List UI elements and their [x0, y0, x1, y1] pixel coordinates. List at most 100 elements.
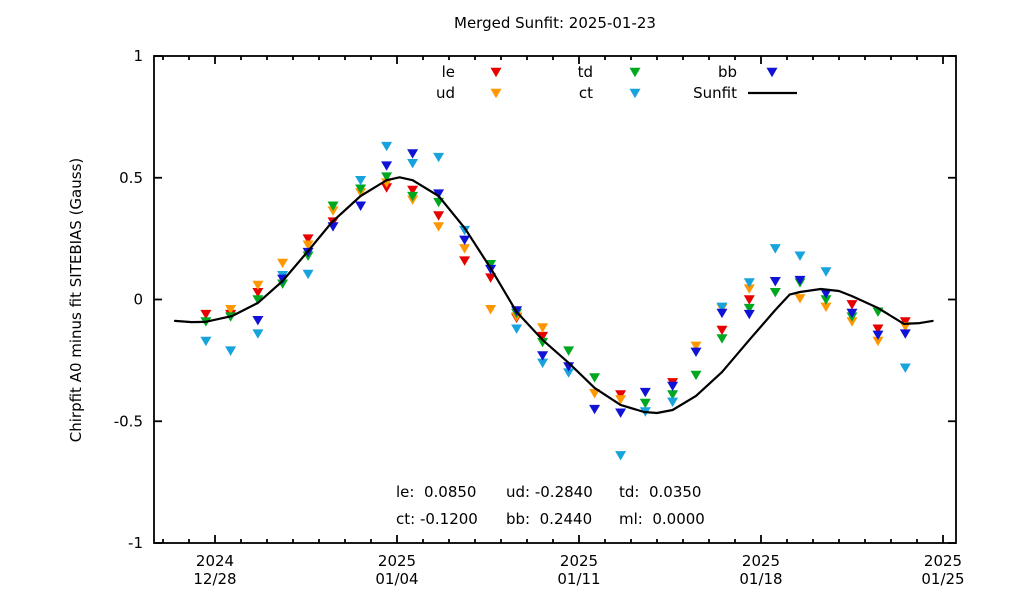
- stat-ud: ud: -0.2840: [506, 483, 593, 501]
- scatter-point-td: [716, 334, 728, 344]
- x-tick-year-label: 2025: [560, 552, 598, 570]
- stat-td: td: 0.0350: [619, 483, 702, 501]
- scatter-point-bb: [252, 315, 264, 326]
- scatter-point-le: [743, 295, 755, 305]
- scatter-point-ud: [537, 323, 549, 333]
- chart-title: Merged Sunfit: 2025-01-23: [454, 14, 656, 32]
- scatter-point-ud: [485, 305, 497, 315]
- scatter-point-td: [743, 303, 755, 314]
- scatter-point-td: [537, 337, 549, 348]
- sunfit-curve: [173, 176, 934, 415]
- scatter-point-td: [667, 390, 679, 400]
- scatter-point-ct: [252, 329, 264, 339]
- scatter-point-bb: [407, 149, 419, 159]
- scatter-point-le: [200, 309, 212, 320]
- scatter-point-bb: [690, 347, 702, 358]
- scatter-point-bb: [433, 189, 445, 199]
- scatter-point-le: [899, 317, 911, 327]
- y-tick-label: -0.5: [114, 412, 143, 430]
- legend-marker-ct-icon: [629, 88, 641, 99]
- scatter-point-ct: [355, 175, 367, 186]
- stat-ct: ct: -0.1200: [396, 510, 478, 528]
- scatter-point-ct: [794, 251, 806, 261]
- scatter-point-td: [690, 370, 702, 381]
- scatter-point-ct: [716, 302, 728, 313]
- scatter-point-ud: [459, 244, 471, 254]
- scatter-point-ud: [225, 305, 237, 315]
- scatter-point-ct: [459, 225, 471, 236]
- scatter-point-le: [252, 287, 264, 298]
- x-tick-date-label: 01/18: [739, 570, 782, 588]
- stat-ml: ml: 0.0000: [619, 510, 705, 528]
- scatter-point-bb: [381, 161, 393, 171]
- y-tick-label: 1: [133, 47, 143, 65]
- scatter-point-le: [302, 234, 314, 244]
- scatter-point-bb: [899, 329, 911, 339]
- scatter-point-ct: [200, 336, 212, 347]
- scatter-point-ud: [743, 284, 755, 294]
- scatter-point-bb: [639, 387, 651, 398]
- scatter-point-ud: [277, 258, 289, 269]
- scatter-point-ct: [225, 346, 237, 356]
- x-tick-year-label: 2025: [742, 552, 780, 570]
- y-tick-label: -1: [128, 534, 143, 552]
- y-tick-label: 0: [133, 291, 143, 309]
- scatter-point-ct: [302, 269, 314, 280]
- scatter-point-td: [381, 172, 393, 182]
- scatter-point-bb: [615, 408, 627, 418]
- stat-le: le: 0.0850: [396, 483, 477, 501]
- scatter-point-td: [252, 295, 264, 305]
- scatter-point-td: [639, 398, 651, 409]
- scatter-point-ct: [769, 244, 781, 254]
- legend-label-bb: bb: [718, 63, 737, 81]
- legend-label-ct: ct: [579, 84, 593, 102]
- scatter-point-ct: [511, 324, 523, 334]
- scatter-point-td: [355, 184, 367, 194]
- scatter-point-td: [563, 346, 575, 356]
- scatter-point-bb: [769, 277, 781, 287]
- scatter-point-td: [407, 191, 419, 202]
- legend-label-td: td: [578, 63, 593, 81]
- scatter-point-bb: [716, 308, 728, 319]
- scatter-point-le: [716, 325, 728, 336]
- scatter-point-ct: [743, 278, 755, 288]
- scatter-point-bb: [537, 351, 549, 361]
- scatter-point-ct: [820, 267, 832, 277]
- scatter-point-td: [820, 295, 832, 305]
- scatter-point-td: [769, 287, 781, 298]
- scatter-point-ct: [433, 152, 445, 163]
- stat-bb: bb: 0.2440: [506, 510, 593, 528]
- scatter-point-bb: [872, 330, 884, 341]
- legend-marker-ud-icon: [490, 88, 502, 99]
- scatter-point-ud: [302, 240, 314, 250]
- x-tick-year-label: 2024: [196, 552, 234, 570]
- x-tick-date-label: 01/04: [375, 570, 418, 588]
- scatter-point-ct: [899, 363, 911, 373]
- scatter-point-le: [407, 185, 419, 196]
- scatter-point-ud: [252, 280, 264, 291]
- scatter-point-bb: [589, 404, 601, 415]
- scatter-point-le: [433, 211, 445, 221]
- scatter-point-ud: [589, 389, 601, 399]
- x-tick-date-label: 01/25: [921, 570, 964, 588]
- scatter-point-td: [277, 279, 289, 289]
- legend-label-le: le: [442, 63, 455, 81]
- scatter-point-ct: [615, 451, 627, 461]
- scatter-point-ud: [794, 294, 806, 304]
- scatter-point-le: [459, 256, 471, 266]
- scatter-point-le: [485, 273, 497, 283]
- scatter-point-ud: [327, 206, 339, 216]
- scatter-point-td: [589, 373, 601, 383]
- scatter-point-le: [615, 390, 627, 400]
- scatter-point-ud: [872, 336, 884, 347]
- scatter-point-ct: [407, 158, 419, 169]
- scatter-point-ct: [667, 397, 679, 407]
- scatter-point-bb: [667, 381, 679, 392]
- plot-frame: [153, 55, 957, 544]
- scatter-point-bb: [794, 275, 806, 286]
- scatter-point-ud: [615, 395, 627, 405]
- legend-label-sunfit: Sunfit: [693, 84, 737, 102]
- scatter-point-ud: [433, 222, 445, 232]
- legend-marker-bb-icon: [766, 67, 778, 78]
